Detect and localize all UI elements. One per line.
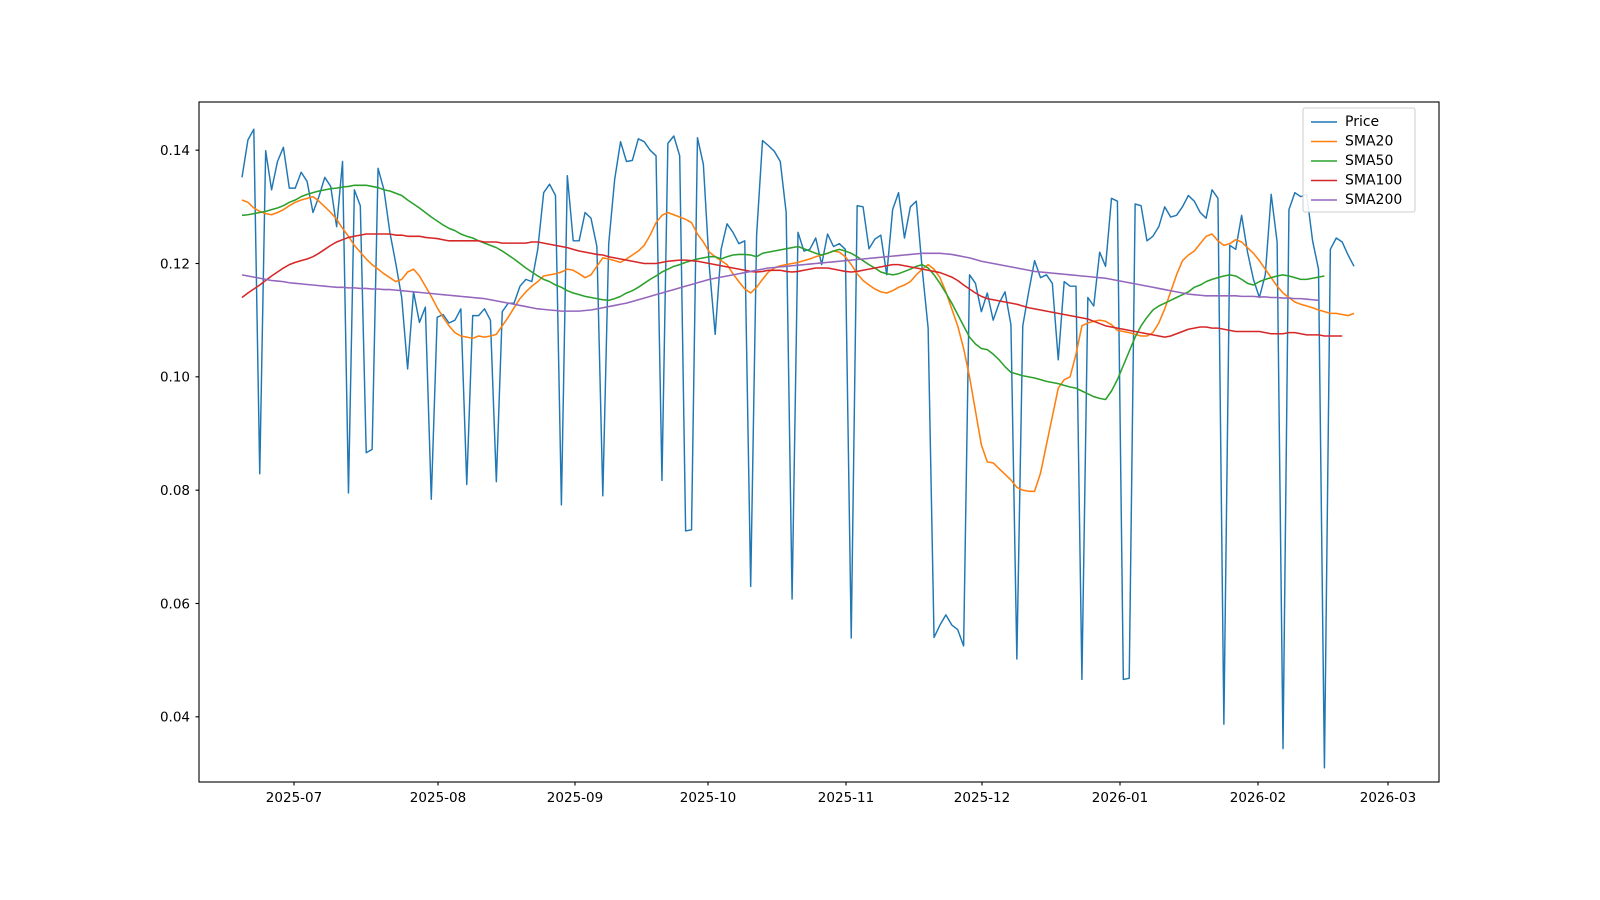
y-tick-label: 0.06: [160, 596, 190, 612]
x-tick-label: 2025-11: [818, 790, 874, 806]
data-series-group: [241, 128, 1355, 769]
axes-spines: [198, 101, 1440, 783]
x-tick-label: 2026-02: [1230, 790, 1286, 806]
x-tick-label: 2025-08: [410, 790, 466, 806]
x-tick-label: 2025-12: [954, 790, 1010, 806]
x-tick-label: 2025-07: [266, 790, 322, 806]
y-tick-label: 0.04: [160, 710, 190, 726]
y-axis-ticks: 0.04 0.06 0.08 0.10 0.12 0.14: [160, 143, 199, 726]
chart-legend[interactable]: Price SMA20 SMA50 SMA100 SMA200: [1302, 107, 1416, 213]
legend-label-sma100: SMA100: [1345, 173, 1402, 189]
y-tick-label: 0.12: [160, 256, 190, 272]
legend-label-sma50: SMA50: [1345, 153, 1393, 169]
x-tick-label: 2025-10: [680, 790, 736, 806]
x-axis-ticks: 2025-07 2025-08 2025-09 2025-10 2025-11 2025-…: [266, 782, 1416, 806]
x-tick-label: 2026-03: [1360, 790, 1416, 806]
series-line-price: [241, 128, 1355, 769]
x-tick-label: 2025-09: [547, 790, 603, 806]
legend-label-sma20: SMA20: [1345, 134, 1393, 150]
legend-label-price: Price: [1345, 114, 1379, 130]
y-tick-label: 0.10: [160, 370, 190, 386]
plot-frame: [198, 101, 1440, 783]
series-line-sma50: [241, 184, 1325, 401]
series-line-sma20: [241, 195, 1355, 493]
series-line-sma100: [241, 233, 1343, 338]
y-tick-label: 0.08: [160, 483, 190, 499]
legend-label-sma200: SMA200: [1345, 192, 1402, 208]
series-line-sma200: [241, 252, 1319, 312]
y-tick-label: 0.14: [160, 143, 190, 159]
x-tick-label: 2026-01: [1092, 790, 1148, 806]
legend-background: [1302, 107, 1416, 213]
